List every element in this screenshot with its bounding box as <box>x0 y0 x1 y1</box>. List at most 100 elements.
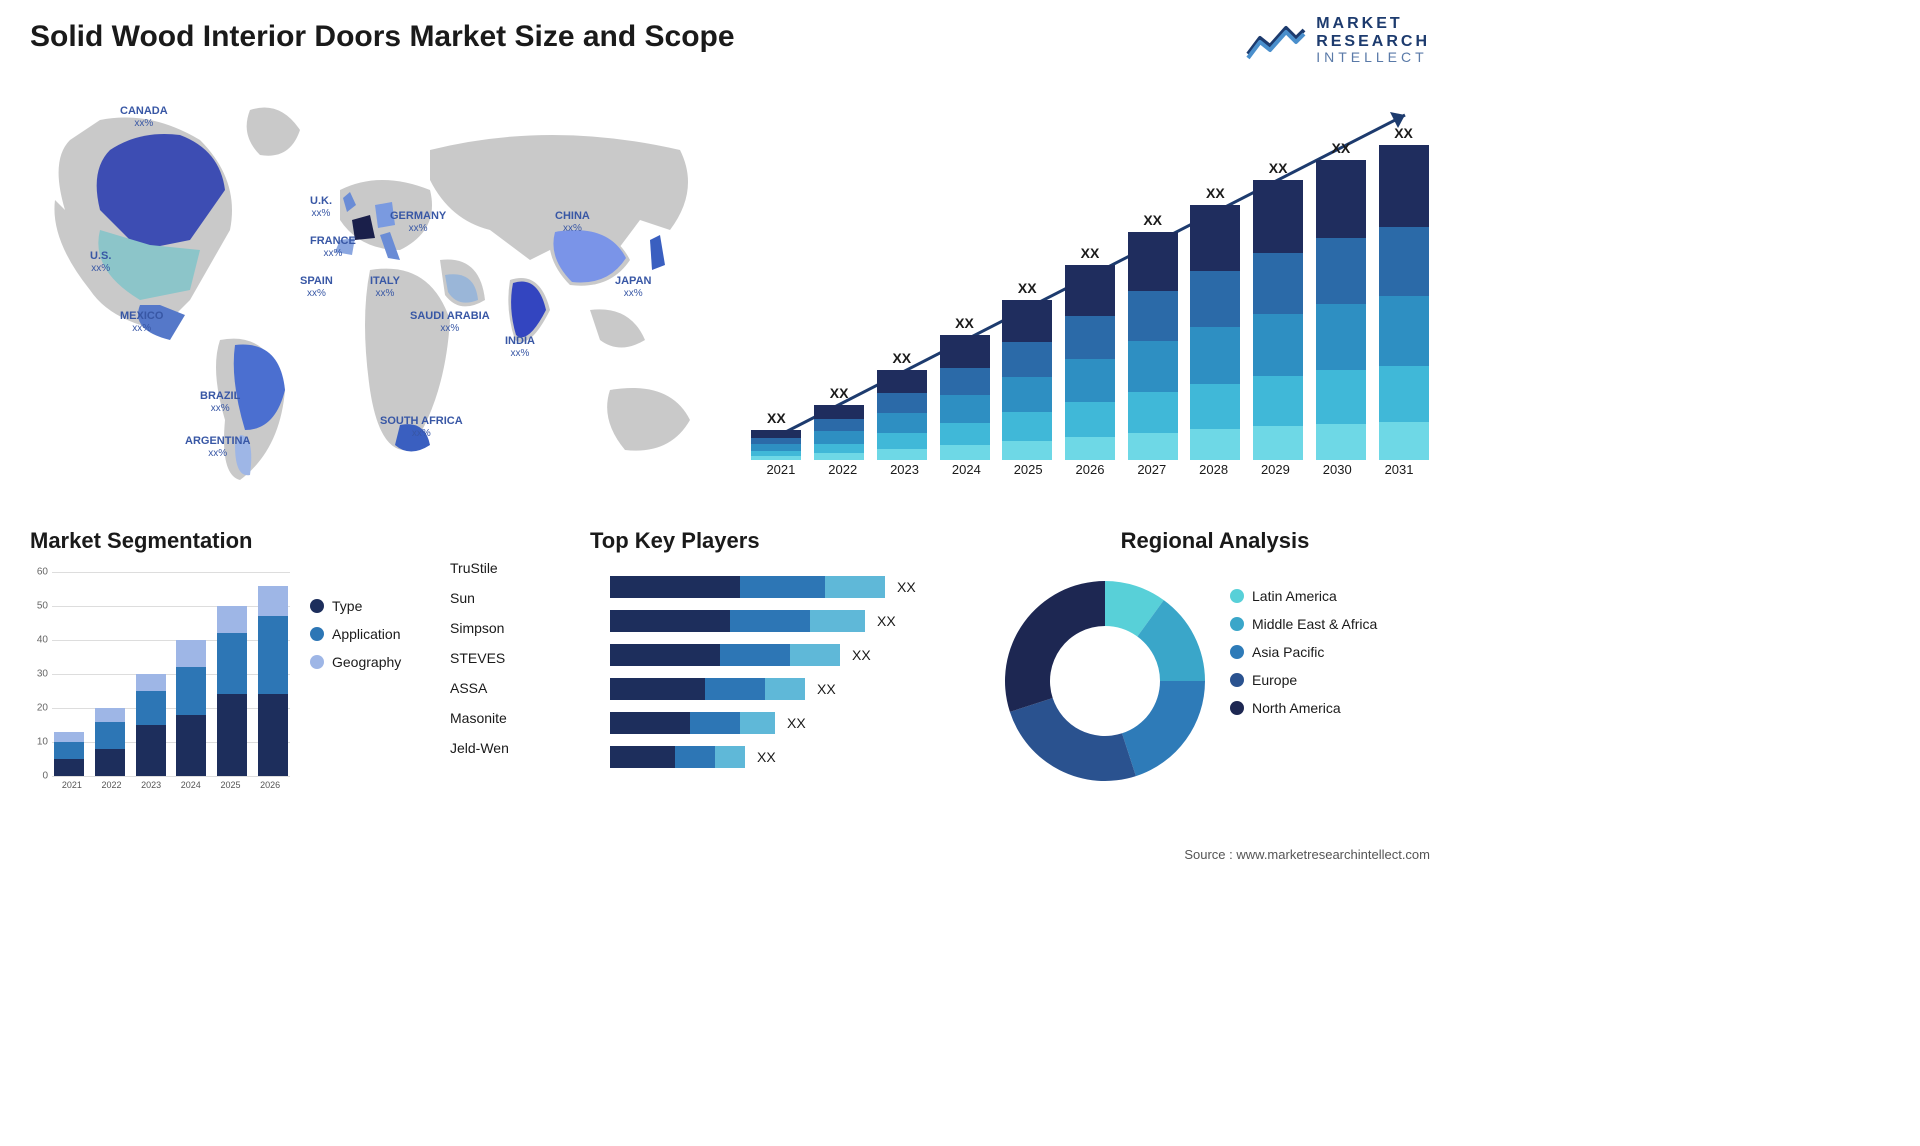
player-value-label: XX <box>757 749 776 765</box>
country-percent: xx% <box>505 348 535 360</box>
company-name: Simpson <box>450 620 560 636</box>
segmentation-title: Market Segmentation <box>30 528 530 554</box>
seg-year-label: 2025 <box>215 780 245 802</box>
growth-value-label: XX <box>1394 125 1413 141</box>
growth-bar-segment <box>940 368 990 396</box>
country-percent: xx% <box>380 428 463 440</box>
seg-year-label: 2024 <box>176 780 206 802</box>
growth-bar-segment <box>1379 227 1429 296</box>
map-country-label: GERMANYxx% <box>390 210 446 235</box>
map-country-label: CHINAxx% <box>555 210 590 235</box>
growth-value-label: XX <box>955 315 974 331</box>
legend-label: Application <box>332 626 401 642</box>
growth-bar-segment <box>877 433 927 449</box>
country-name: ARGENTINA <box>185 435 250 448</box>
seg-bar-segment <box>95 722 125 749</box>
legend-dot-icon <box>1230 589 1244 603</box>
player-bar-segment <box>610 746 675 768</box>
map-country-label: U.K.xx% <box>310 195 332 220</box>
seg-y-tick: 60 <box>37 567 48 578</box>
player-bar-segment <box>610 610 730 632</box>
map-country-label: MEXICOxx% <box>120 310 163 335</box>
country-percent: xx% <box>555 223 590 235</box>
growth-value-label: XX <box>1143 212 1162 228</box>
legend-dot-icon <box>1230 701 1244 715</box>
growth-bar-segment <box>1002 412 1052 441</box>
growth-bar-segment <box>877 370 927 393</box>
player-bar-segment <box>810 610 865 632</box>
growth-value-label: XX <box>1331 140 1350 156</box>
player-bar-row: XX <box>610 576 990 598</box>
seg-y-tick: 10 <box>37 737 48 748</box>
legend-dot-icon <box>310 627 324 641</box>
growth-year-label: 2027 <box>1127 462 1177 490</box>
player-bar-segment <box>705 678 765 700</box>
map-country-label: SOUTH AFRICAxx% <box>380 415 463 440</box>
growth-bar-segment <box>751 438 801 445</box>
growth-bar-segment <box>940 423 990 446</box>
country-name: ITALY <box>370 275 400 288</box>
growth-bar-segment <box>1379 366 1429 423</box>
company-name: STEVES <box>450 650 560 666</box>
country-percent: xx% <box>310 248 356 260</box>
growth-bar-segment <box>1190 327 1240 383</box>
regional-legend-item: Europe <box>1230 672 1377 688</box>
growth-year-label: 2031 <box>1374 462 1424 490</box>
legend-label: Middle East & Africa <box>1252 616 1377 632</box>
player-bar-segment <box>690 712 740 734</box>
growth-value-label: XX <box>1081 245 1100 261</box>
growth-bar-segment <box>814 444 864 454</box>
growth-year-label: 2021 <box>756 462 806 490</box>
player-bar-segment <box>610 712 690 734</box>
seg-y-tick: 40 <box>37 634 48 645</box>
growth-bar-segment <box>1002 342 1052 377</box>
growth-bar: XX <box>814 385 864 460</box>
growth-bar-segment <box>1065 316 1115 359</box>
growth-year-label: 2029 <box>1250 462 1300 490</box>
growth-bar: XX <box>940 315 990 460</box>
seg-y-tick: 0 <box>42 771 48 782</box>
growth-bar-segment <box>751 444 801 451</box>
growth-bar-segment <box>877 393 927 413</box>
growth-bar-segment <box>1379 422 1429 460</box>
growth-bar-segment <box>751 430 801 438</box>
legend-label: North America <box>1252 700 1341 716</box>
growth-bar-segment <box>1253 426 1303 460</box>
country-name: CANADA <box>120 105 168 118</box>
player-bar-segment <box>675 746 715 768</box>
seg-bar-segment <box>136 674 166 691</box>
country-name: CHINA <box>555 210 590 223</box>
seg-bar-segment <box>176 715 206 776</box>
player-bar-segment <box>715 746 745 768</box>
seg-bar <box>176 640 206 776</box>
growth-bar-segment <box>814 453 864 460</box>
seg-bar-segment <box>136 691 166 725</box>
map-country-label: JAPANxx% <box>615 275 651 300</box>
player-bar-row: XX <box>610 712 990 734</box>
growth-bar-segment <box>1316 160 1366 238</box>
map-country-label: U.S.xx% <box>90 250 111 275</box>
growth-bar: XX <box>1253 160 1303 460</box>
player-value-label: XX <box>852 647 871 663</box>
country-percent: xx% <box>120 118 168 130</box>
growth-bar-segment <box>1253 180 1303 253</box>
seg-bar-segment <box>95 749 125 776</box>
country-name: JAPAN <box>615 275 651 288</box>
map-country-label: ARGENTINAxx% <box>185 435 250 460</box>
growth-value-label: XX <box>1269 160 1288 176</box>
seg-bar-segment <box>54 742 84 759</box>
player-bar-row: XX <box>610 678 990 700</box>
growth-bar: XX <box>877 350 927 460</box>
country-percent: xx% <box>615 288 651 300</box>
player-bar-row: XX <box>610 746 990 768</box>
growth-chart: XXXXXXXXXXXXXXXXXXXXXX 20212022202320242… <box>750 90 1430 490</box>
growth-bar-segment <box>1253 253 1303 315</box>
country-percent: xx% <box>390 223 446 235</box>
growth-bar-segment <box>940 335 990 368</box>
country-name: SAUDI ARABIA <box>410 310 490 323</box>
growth-bar-segment <box>1190 429 1240 460</box>
growth-bar-segment <box>1065 437 1115 460</box>
growth-bar-segment <box>877 413 927 433</box>
growth-bar: XX <box>751 410 801 460</box>
legend-label: Latin America <box>1252 588 1337 604</box>
